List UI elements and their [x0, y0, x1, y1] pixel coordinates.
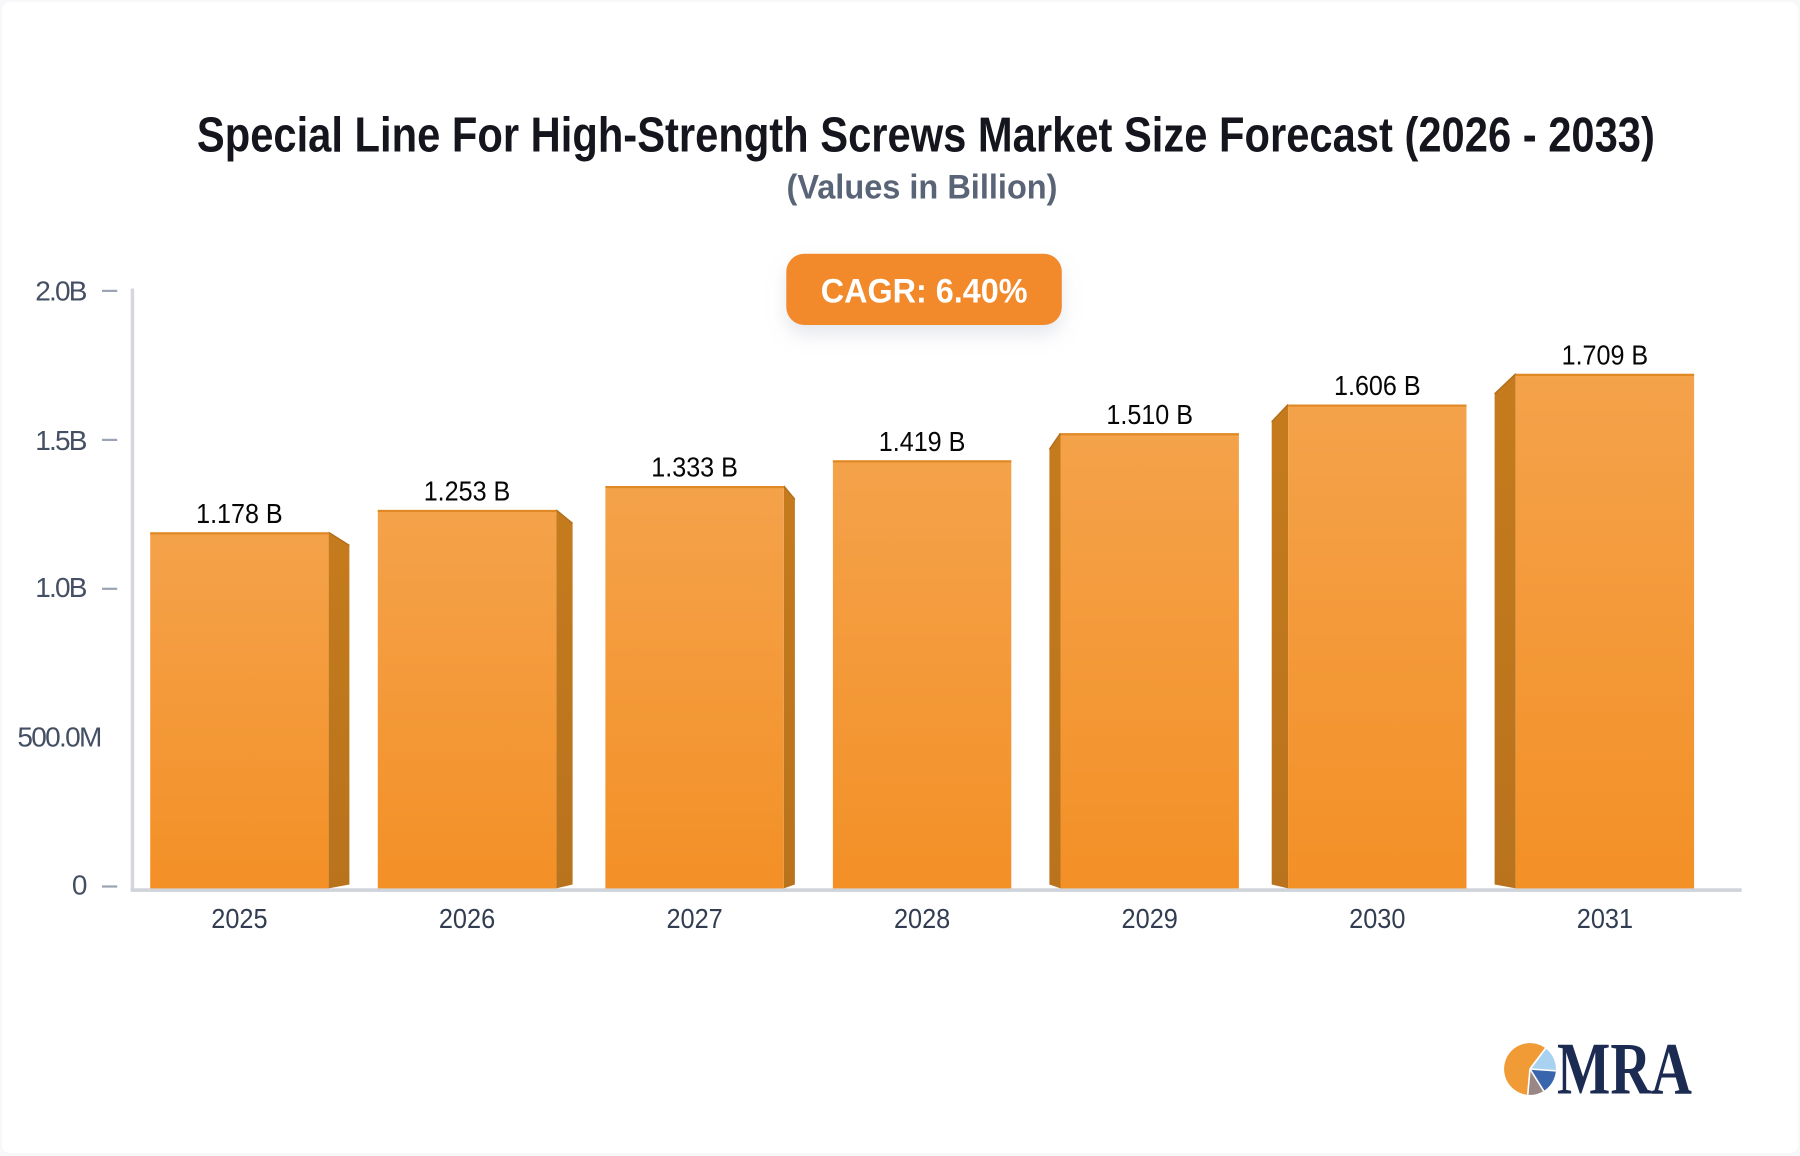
svg-text:1.5B: 1.5B	[35, 425, 87, 456]
svg-text:1.419 B: 1.419 B	[879, 426, 966, 457]
svg-text:1.0B: 1.0B	[35, 572, 87, 603]
svg-text:500.0M: 500.0M	[17, 721, 101, 752]
svg-text:Special Line For High-Strength: Special Line For High-Strength Screws Ma…	[197, 109, 1655, 163]
svg-text:2029: 2029	[1122, 903, 1178, 934]
svg-text:1.178 B: 1.178 B	[196, 498, 283, 529]
svg-text:1.606 B: 1.606 B	[1334, 370, 1421, 401]
svg-text:(Values in Billion): (Values in Billion)	[787, 168, 1058, 206]
svg-text:2025: 2025	[211, 903, 267, 934]
svg-text:2028: 2028	[894, 903, 950, 934]
svg-text:1.253 B: 1.253 B	[424, 476, 511, 507]
svg-text:1.709 B: 1.709 B	[1562, 340, 1649, 371]
svg-text:0: 0	[72, 870, 87, 901]
svg-text:1.510 B: 1.510 B	[1106, 399, 1193, 430]
svg-text:CAGR: 6.40%: CAGR: 6.40%	[821, 273, 1028, 311]
svg-text:2026: 2026	[439, 903, 495, 934]
svg-text:1.333 B: 1.333 B	[651, 452, 738, 483]
svg-text:2.0B: 2.0B	[35, 275, 87, 306]
svg-text:MRA: MRA	[1557, 1029, 1692, 1111]
svg-text:2030: 2030	[1349, 903, 1405, 934]
svg-text:2027: 2027	[666, 903, 722, 934]
svg-text:2031: 2031	[1577, 903, 1633, 934]
